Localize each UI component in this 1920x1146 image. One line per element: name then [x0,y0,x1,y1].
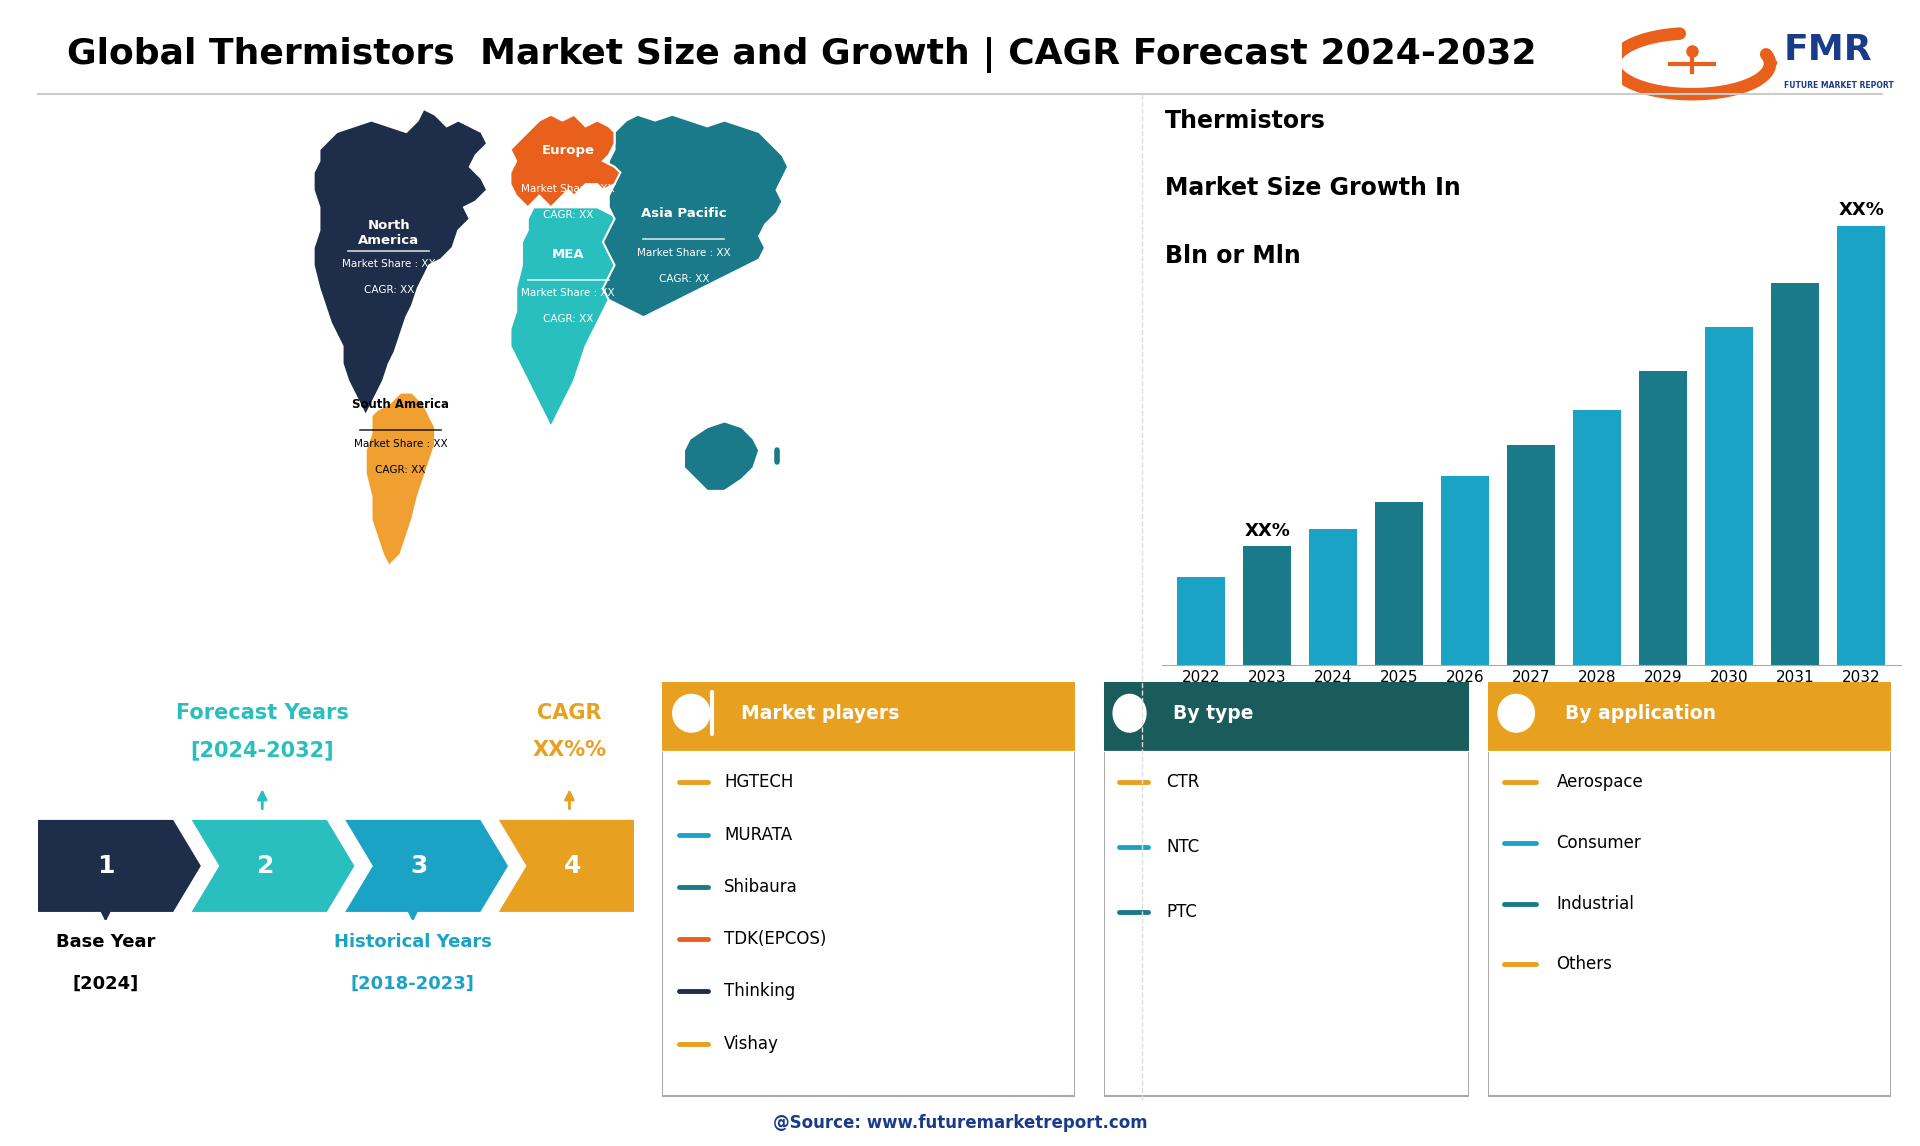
Text: XX%: XX% [1244,521,1290,540]
Polygon shape [511,207,632,427]
Bar [1772,283,1818,665]
Text: Market Share : XX: Market Share : XX [342,259,436,269]
Text: Consumer: Consumer [1557,834,1642,851]
Text: 3: 3 [411,854,428,878]
Circle shape [1498,694,1534,732]
Text: [2018-2023]: [2018-2023] [351,974,474,992]
Bar [1705,327,1753,665]
Text: Market Share : XX: Market Share : XX [637,248,732,258]
Polygon shape [684,422,758,490]
Text: CAGR: XX: CAGR: XX [543,314,593,324]
Polygon shape [511,115,620,207]
Text: South America: South America [351,399,449,411]
Text: FUTURE MARKET REPORT: FUTURE MARKET REPORT [1784,81,1893,91]
Bar [1375,502,1423,665]
Bar [1244,547,1290,665]
FancyBboxPatch shape [653,676,1085,751]
Text: Others: Others [1557,956,1613,973]
Polygon shape [38,819,202,912]
Polygon shape [192,819,355,912]
Text: MURATA: MURATA [724,825,793,843]
Text: XX%%: XX%% [532,740,607,761]
Bar [1309,528,1357,665]
Text: Market Size Growth In: Market Size Growth In [1165,176,1461,201]
Bar [1572,410,1620,665]
Text: Market Share : XX: Market Share : XX [353,439,447,449]
Text: [2024-2032]: [2024-2032] [190,740,334,761]
Text: [2024]: [2024] [73,974,138,992]
Polygon shape [365,392,436,566]
FancyBboxPatch shape [1094,676,1478,751]
Polygon shape [499,819,634,912]
Text: Market Share : XX: Market Share : XX [522,289,614,298]
Text: NTC: NTC [1165,838,1200,856]
Polygon shape [346,819,509,912]
Text: Global Thermistors  Market Size and Growth | CAGR Forecast 2024-2032: Global Thermistors Market Size and Growt… [67,37,1536,72]
Text: FMR: FMR [1784,32,1872,66]
Text: Industrial: Industrial [1557,895,1634,912]
Bar [1640,371,1688,665]
Text: CAGR: XX: CAGR: XX [659,274,708,284]
Text: HGTECH: HGTECH [724,774,793,791]
Text: CAGR: XX: CAGR: XX [374,465,426,474]
Text: 2: 2 [257,854,275,878]
Text: @Source: www.futuremarketreport.com: @Source: www.futuremarketreport.com [772,1114,1148,1132]
Bar [1507,446,1555,665]
Text: By type: By type [1173,704,1254,723]
FancyBboxPatch shape [1478,676,1901,751]
Text: Shibaura: Shibaura [724,878,799,896]
Text: By application: By application [1565,704,1716,723]
Text: Vishay: Vishay [724,1035,780,1053]
Polygon shape [313,109,488,416]
Text: Aerospace: Aerospace [1557,774,1644,791]
Text: TDK(EPCOS): TDK(EPCOS) [724,931,828,948]
Text: Historical Years: Historical Years [334,933,492,951]
Bar [1837,226,1885,665]
Text: PTC: PTC [1165,903,1196,921]
Text: CAGR: XX: CAGR: XX [363,285,415,296]
Text: Thinking: Thinking [724,982,795,1000]
Text: Thermistors: Thermistors [1165,109,1327,133]
Text: Market players: Market players [741,704,899,723]
Text: CAGR: CAGR [538,702,601,723]
Text: 1: 1 [96,854,115,878]
Circle shape [1114,694,1146,732]
Bar [1442,476,1488,665]
Polygon shape [603,115,787,317]
Text: Asia Pacific: Asia Pacific [641,207,728,220]
Circle shape [672,694,710,732]
Text: Market Share : XX: Market Share : XX [522,185,614,194]
Text: CTR: CTR [1165,774,1200,791]
Text: 4: 4 [564,854,582,878]
Text: Bln or Mln: Bln or Mln [1165,243,1300,267]
Text: MEA: MEA [551,248,584,261]
Text: Forecast Years: Forecast Years [177,702,349,723]
Text: Europe: Europe [541,143,595,157]
Text: CAGR: XX: CAGR: XX [543,210,593,220]
Text: Base Year: Base Year [56,933,156,951]
Bar [1177,576,1225,665]
Text: XX%: XX% [1837,202,1884,219]
Text: North
America: North America [359,219,419,246]
